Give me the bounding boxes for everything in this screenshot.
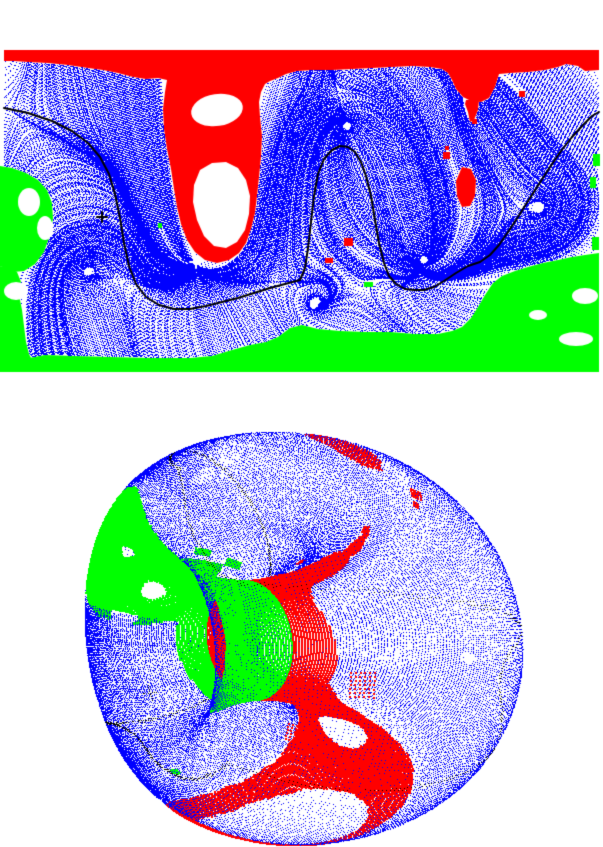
- map-panel-canvas: [0, 0, 603, 380]
- torus-panel-canvas: [0, 380, 603, 847]
